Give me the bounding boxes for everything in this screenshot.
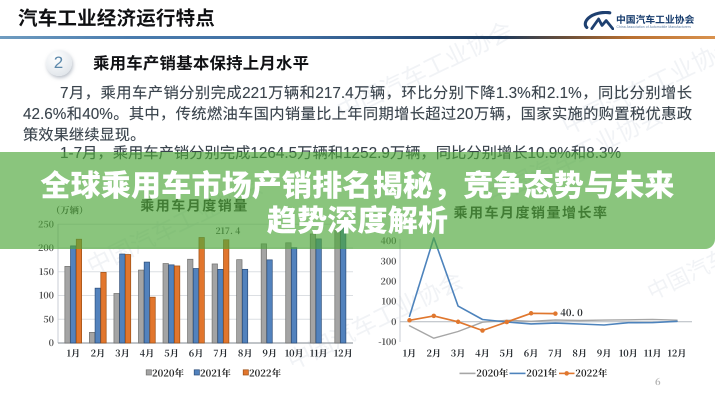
svg-text:11月: 11月 [644,345,662,359]
svg-text:-100: -100 [378,335,396,348]
svg-text:5月: 5月 [164,345,179,359]
svg-text:4月: 4月 [475,345,490,359]
svg-text:12月: 12月 [334,345,353,359]
svg-text:2021年: 2021年 [526,366,557,380]
svg-text:0: 0 [49,336,54,349]
svg-text:7月: 7月 [548,345,563,359]
svg-text:9月: 9月 [262,345,277,359]
svg-text:2020年: 2020年 [152,365,185,379]
svg-text:100: 100 [382,295,397,308]
svg-text:6月: 6月 [524,345,539,359]
svg-text:6月: 6月 [189,345,204,359]
svg-text:5月: 5月 [499,345,514,359]
svg-text:1月: 1月 [403,345,416,359]
svg-text:2022年: 2022年 [575,366,608,380]
svg-text:50: 50 [43,313,54,326]
svg-text:40. 0: 40. 0 [560,305,583,319]
svg-text:2022年: 2022年 [249,365,282,379]
svg-text:6: 6 [655,374,661,388]
svg-text:100: 100 [39,289,54,302]
svg-text:150: 150 [39,265,54,278]
svg-text:3月: 3月 [115,345,130,359]
svg-text:12月: 12月 [668,345,687,359]
svg-text:2020年: 2020年 [476,366,509,380]
svg-text:2021年: 2021年 [200,365,231,379]
svg-text:1月: 1月 [67,345,80,359]
svg-text:2月: 2月 [91,345,106,359]
svg-text:300: 300 [380,254,396,267]
svg-text:9月: 9月 [597,345,612,359]
svg-text:11月: 11月 [310,345,328,359]
svg-text:3月: 3月 [451,345,466,359]
svg-text:2月: 2月 [426,345,441,359]
svg-text:7月: 7月 [213,345,228,359]
svg-text:4月: 4月 [140,345,155,359]
svg-text:200: 200 [380,275,396,288]
svg-text:8月: 8月 [238,345,253,359]
svg-text:10月: 10月 [619,345,638,359]
svg-text:0: 0 [391,315,396,328]
svg-text:8月: 8月 [572,345,587,359]
svg-text:10月: 10月 [285,345,304,359]
